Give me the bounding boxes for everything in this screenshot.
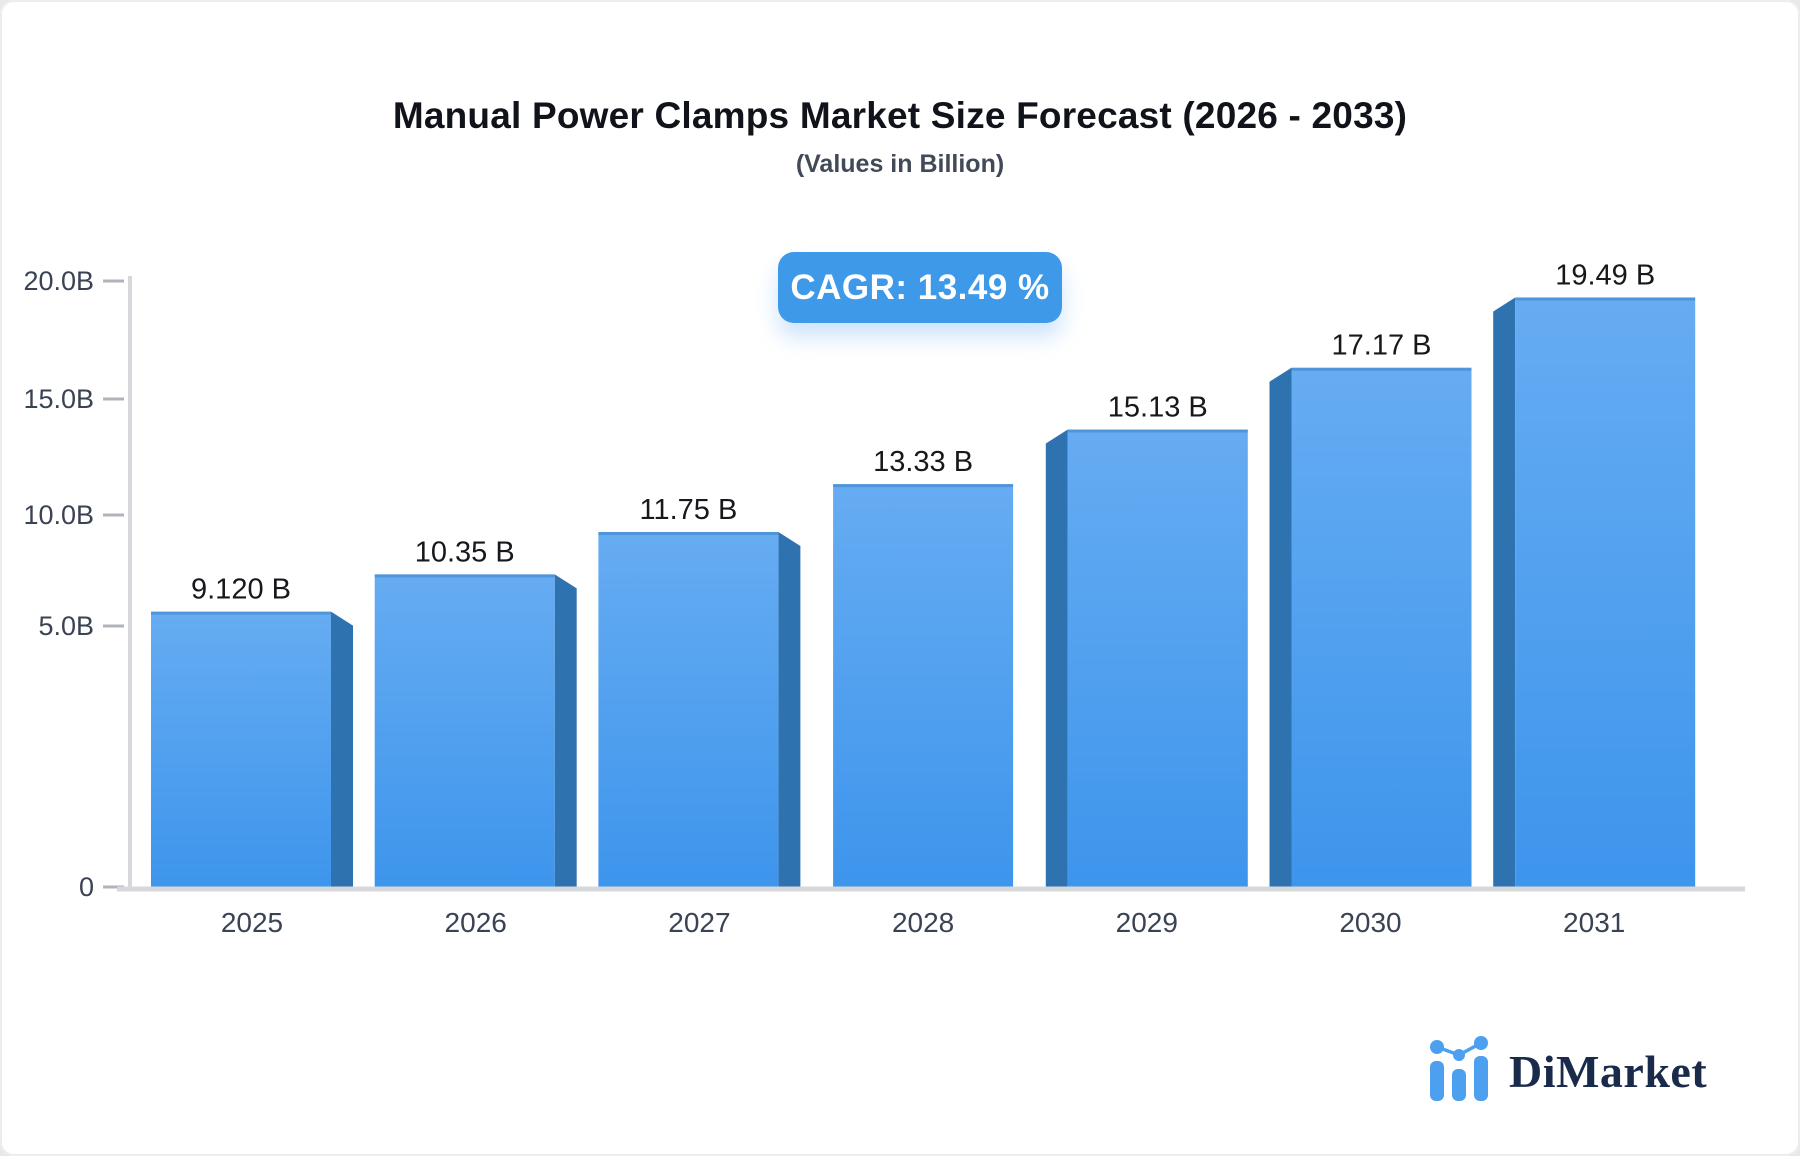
bar-side-2029 [1045, 429, 1068, 888]
bar-2028 [833, 484, 1014, 888]
cagr-badge: CAGR: 13.49 % [778, 252, 1062, 323]
chart-title: Manual Power Clamps Market Size Forecast… [392, 95, 1408, 136]
x-axis-label-2031: 2031 [1563, 907, 1625, 938]
bar-value-label-2030: 17.17 B [1332, 330, 1432, 362]
x-axis-label-2026: 2026 [445, 907, 507, 938]
logo: DiMarket [1425, 1032, 1707, 1108]
bar-2031 [1515, 297, 1696, 888]
y-axis-tick-label: 0 [79, 872, 94, 902]
y-axis-tick-label: 15.0B [23, 384, 94, 414]
x-axis-label-2028: 2028 [892, 907, 954, 938]
bar-value-label-2028: 13.33 B [873, 446, 973, 478]
chart-subtitle: (Values in Billion) [795, 150, 1005, 178]
x-axis-label-2030: 2030 [1339, 907, 1401, 938]
x-axis-label-2025: 2025 [221, 907, 283, 938]
bar-value-label-2031: 19.49 B [1555, 259, 1655, 291]
bar-chart-logo-icon [1430, 1036, 1488, 1101]
bar-2030 [1291, 367, 1472, 888]
bar-side-2025 [331, 611, 353, 888]
logo-text: DiMarket [1509, 1046, 1708, 1097]
bar-value-label-2027: 11.75 B [639, 494, 737, 526]
x-axis-label-2027: 2027 [668, 907, 730, 938]
bar-side-2031 [1493, 297, 1516, 888]
bar-2026 [374, 574, 555, 888]
bar-value-label-2029: 15.13 B [1108, 392, 1208, 424]
bar-value-label-2026: 10.35 B [415, 536, 515, 568]
bar-2027 [598, 531, 779, 888]
cagr-badge-label: CAGR: 13.49 % [790, 267, 1050, 307]
bar-value-label-2025: 9.120 B [191, 574, 291, 606]
y-axis-tick-label: 10.0B [23, 500, 94, 530]
y-axis-tick-label: 5.0B [38, 611, 94, 641]
bar-2029 [1067, 429, 1248, 888]
y-axis-tick-label: 20.0B [23, 266, 94, 296]
bar-2025 [151, 611, 331, 888]
bar-side-2030 [1269, 367, 1292, 888]
x-axis-label-2029: 2029 [1116, 907, 1178, 938]
bar-side-2026 [554, 574, 577, 888]
bar-side-2027 [778, 531, 801, 888]
